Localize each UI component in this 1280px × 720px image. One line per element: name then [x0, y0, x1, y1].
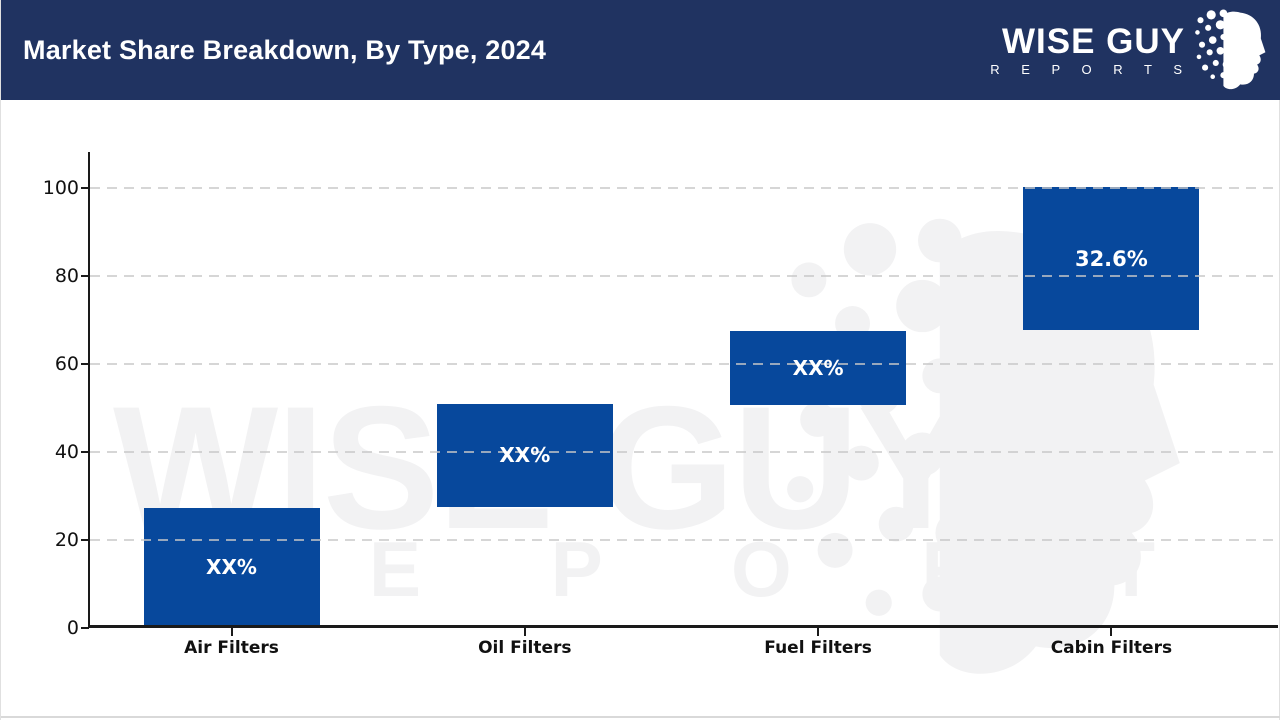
- y-tick-label: 80: [54, 265, 79, 287]
- x-tick-mark: [1110, 628, 1113, 636]
- brand-logo: WISE GUY R E P O R T S: [990, 8, 1267, 92]
- chart-canvas: WISE GUY R E P O R T S 0 20 40 60 80 100 XX%: [1, 100, 1280, 718]
- gridline: [90, 451, 1278, 453]
- brand-name: WISE GUY: [1001, 21, 1185, 61]
- bar-segment: [1023, 187, 1200, 331]
- brand-logo-text: WISE GUY R E P O R T S: [990, 24, 1185, 77]
- y-tick-label: 0: [66, 617, 79, 639]
- bar-segment: [143, 507, 320, 627]
- y-tick-mark: [81, 363, 89, 365]
- x-category-label: Cabin Filters: [1050, 638, 1173, 658]
- footer-divider: [1, 716, 1280, 718]
- gridline: [90, 363, 1278, 365]
- bar-value-label: XX%: [206, 555, 257, 580]
- y-tick-mark: [81, 539, 89, 541]
- x-category-label: Air Filters: [184, 638, 279, 658]
- x-tick-mark: [523, 628, 526, 636]
- y-tick-label: 20: [54, 529, 79, 551]
- bar-value-label: XX%: [499, 443, 551, 468]
- y-tick-label: 100: [42, 177, 79, 199]
- x-category-label: Oil Filters: [478, 638, 572, 658]
- header-banner: Market Share Breakdown, By Type, 2024 WI…: [1, 0, 1280, 100]
- x-tick-mark: [817, 628, 820, 636]
- bar-segment: [730, 330, 907, 405]
- bar-value-label: 32.6%: [1074, 246, 1148, 271]
- x-axis-line: [88, 625, 1278, 628]
- bar-value-label: XX%: [792, 355, 844, 380]
- page-title: Market Share Breakdown, By Type, 2024: [23, 34, 547, 65]
- y-tick-mark: [81, 451, 89, 453]
- y-tick-label: 60: [54, 353, 79, 375]
- y-tick-label: 40: [54, 441, 79, 463]
- brand-subtitle: R E P O R T S: [990, 61, 1191, 77]
- gridline: [90, 275, 1278, 277]
- gridline: [90, 187, 1278, 189]
- bar-segment: [436, 403, 613, 507]
- x-tick-mark: [230, 628, 233, 636]
- y-tick-mark: [81, 187, 89, 189]
- y-axis-line: [88, 152, 90, 627]
- x-category-label: Fuel Filters: [764, 638, 872, 658]
- y-tick-mark: [81, 275, 89, 277]
- brand-head-icon: [1195, 9, 1266, 90]
- y-tick-mark: [81, 627, 89, 629]
- gridline: [90, 539, 1278, 541]
